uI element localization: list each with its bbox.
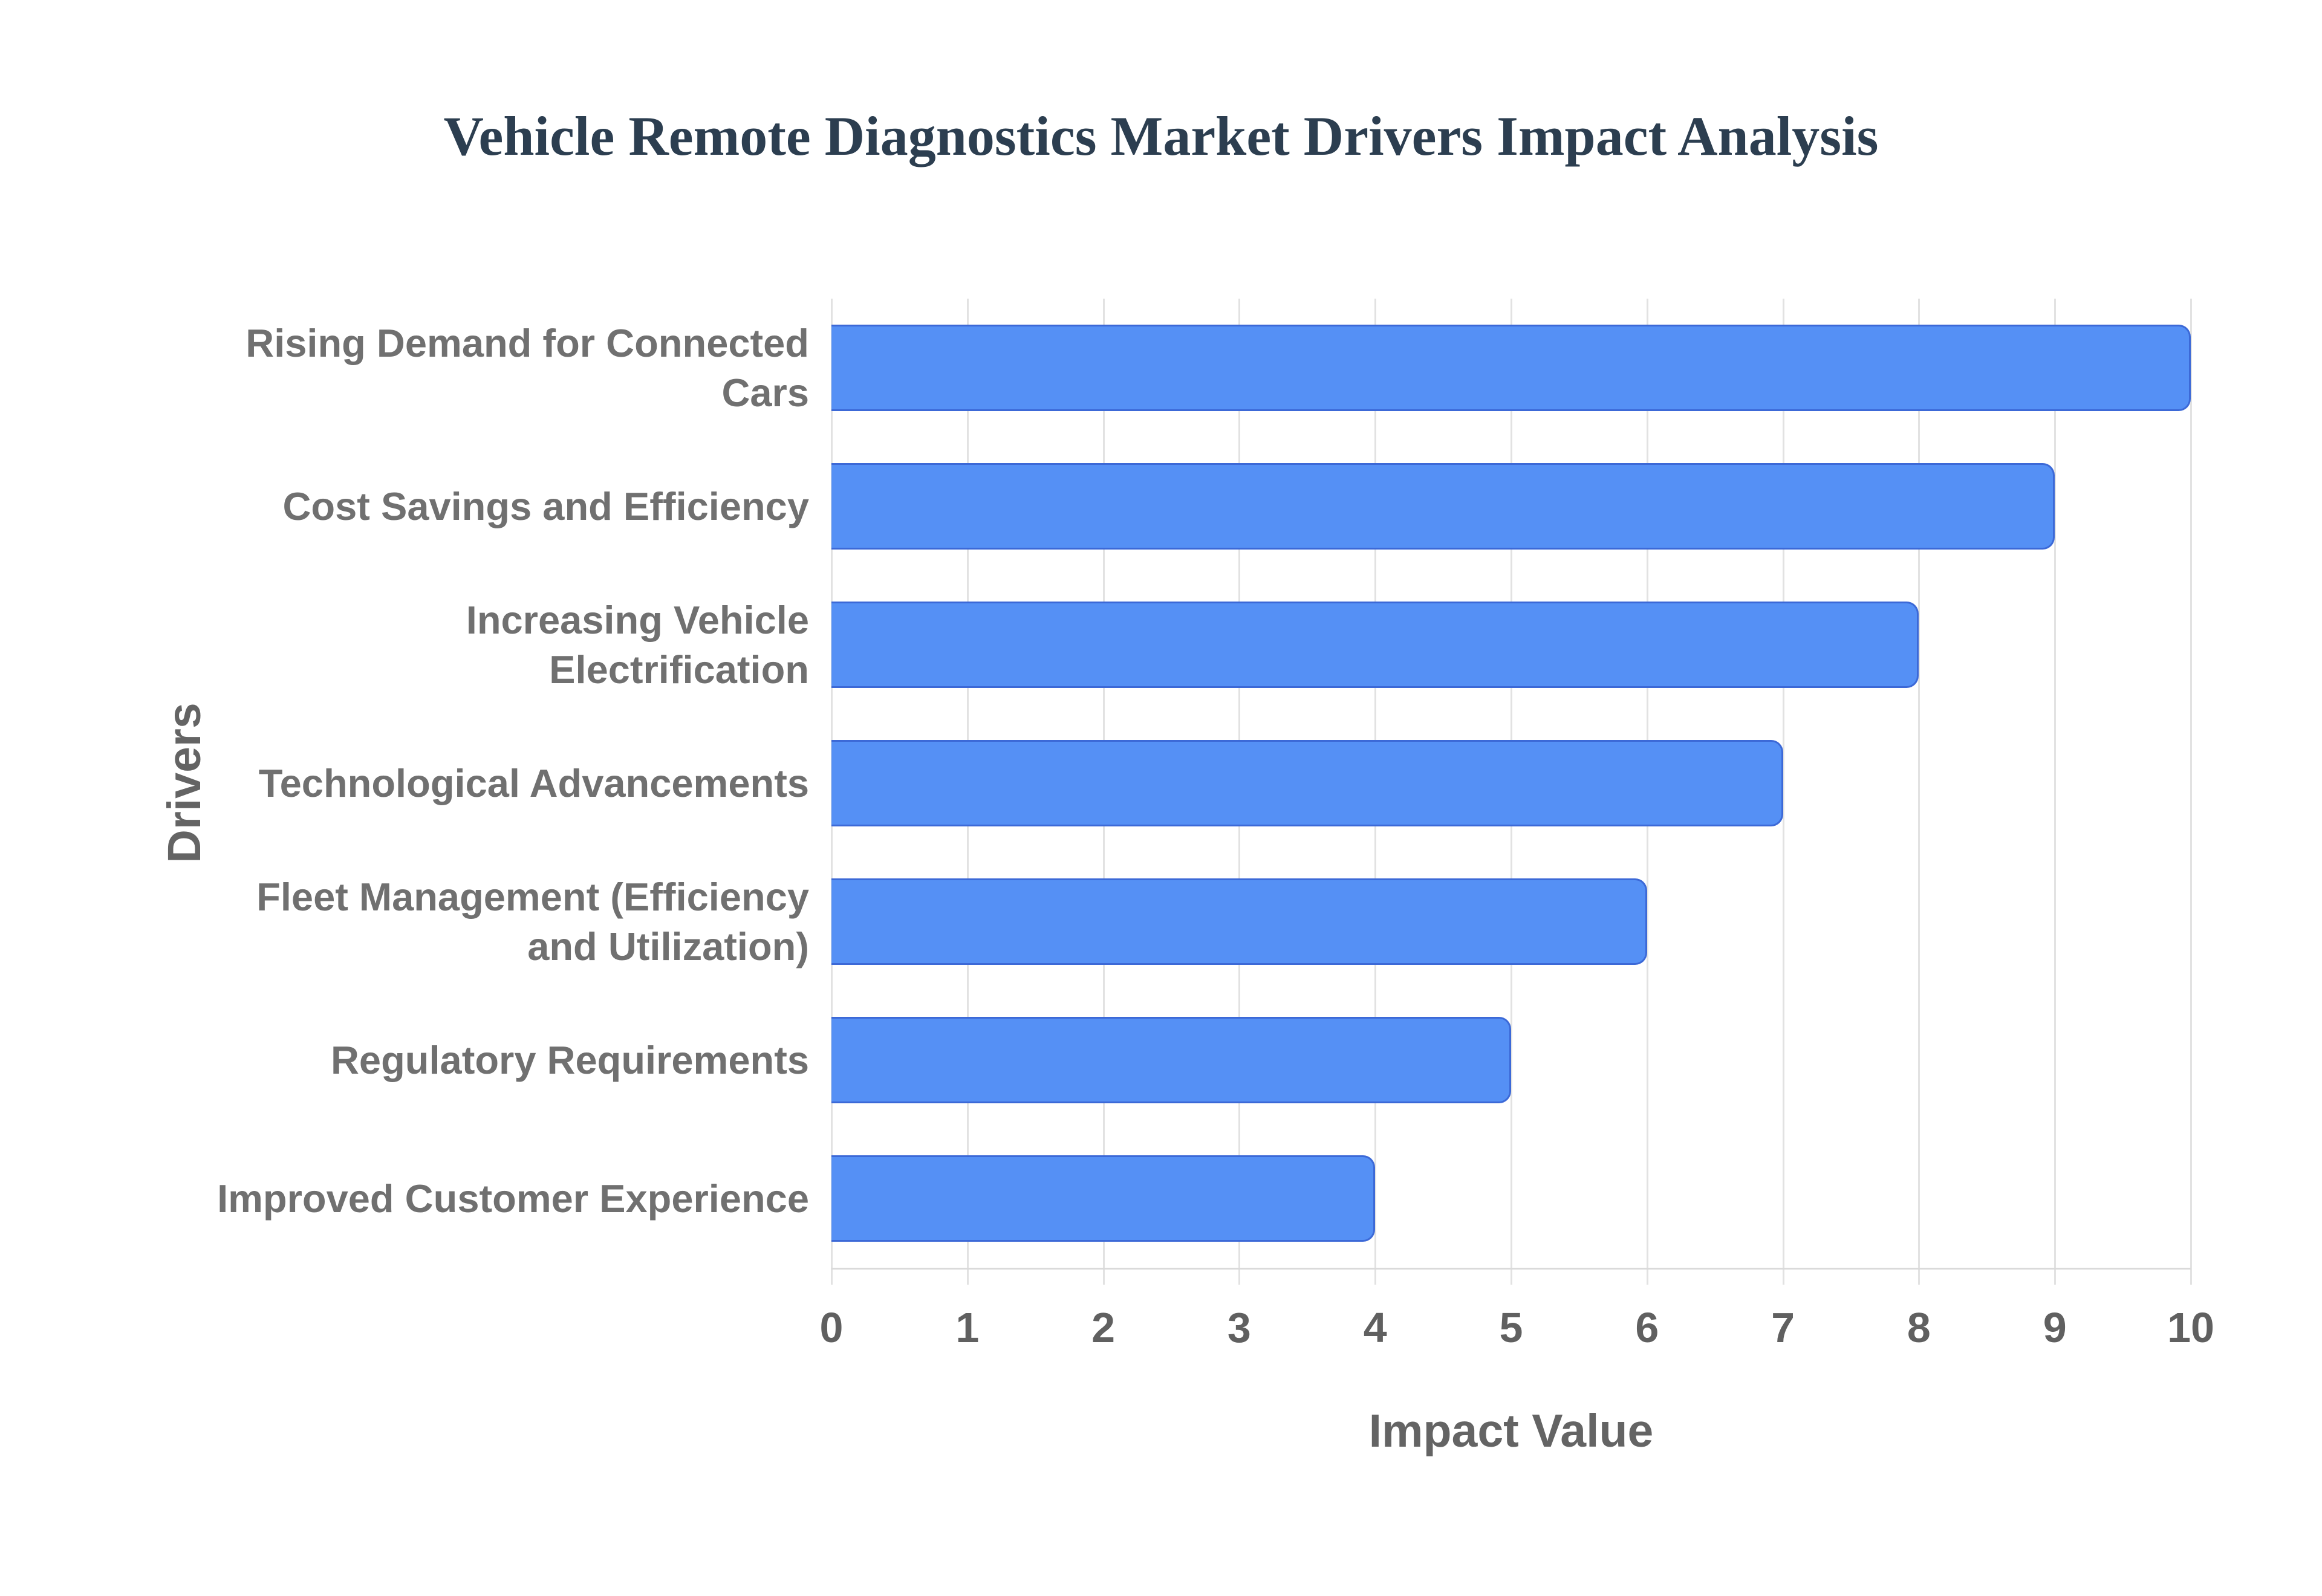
category-label-fleet-management-efficiency-and-utilization: Fleet Management (Efficiency and Utilizat… — [256, 872, 809, 972]
bar-fleet-management-efficiency-and-utilization — [831, 878, 1647, 965]
x-tick-label-3: 3 — [1227, 1304, 1251, 1351]
x-axis-line — [831, 1268, 2191, 1270]
x-axis-title: Impact Value — [1368, 1405, 1654, 1457]
category-label-line: Technological Advancements — [258, 761, 809, 805]
category-label-line: Improved Customer Experience — [217, 1176, 809, 1221]
x-tick-label-4: 4 — [1363, 1304, 1387, 1351]
x-tick-label-9: 9 — [2043, 1304, 2067, 1351]
category-label-rising-demand-for-connected-cars: Rising Demand for Connected Cars — [246, 319, 809, 418]
x-tick-label-6: 6 — [1635, 1304, 1659, 1351]
gridline-x-9 — [2054, 299, 2057, 1285]
x-tick-label-5: 5 — [1499, 1304, 1523, 1351]
bar-rising-demand-for-connected-cars — [831, 325, 2191, 411]
x-tick-label-7: 7 — [1771, 1304, 1795, 1351]
category-label-regulatory-requirements: Regulatory Requirements — [331, 1036, 809, 1085]
category-label-line: Cost Savings and Efficiency — [282, 484, 809, 528]
x-tick-label-1: 1 — [955, 1304, 980, 1351]
category-label-increasing-vehicle-electrification: Increasing Vehicle Electrification — [466, 595, 809, 695]
bar-improved-customer-experience — [831, 1155, 1376, 1242]
x-tick-label-0: 0 — [819, 1304, 844, 1351]
y-axis-title: Drivers — [158, 702, 210, 863]
category-label-cost-savings-and-efficiency: Cost Savings and Efficiency — [282, 482, 809, 531]
category-label-line: Electrification — [549, 647, 809, 692]
x-tick-label-8: 8 — [1907, 1304, 1931, 1351]
x-tick-label-10: 10 — [2167, 1304, 2214, 1351]
bar-regulatory-requirements — [831, 1017, 1511, 1103]
chart-title: Vehicle Remote Diagnostics Market Driver… — [443, 105, 1879, 167]
category-label-line: Regulatory Requirements — [330, 1037, 809, 1082]
gridline-x-7 — [1782, 299, 1784, 1285]
category-label-line: and Utilization) — [527, 924, 809, 968]
gridline-x-10 — [2190, 299, 2192, 1285]
category-label-line: Cars — [721, 370, 809, 415]
bar-technological-advancements — [831, 740, 1783, 826]
category-label-line: Increasing Vehicle — [466, 597, 809, 642]
category-label-line: Rising Demand for Connected — [246, 320, 809, 365]
category-label-improved-customer-experience: Improved Customer Experience — [217, 1174, 809, 1224]
x-tick-label-2: 2 — [1091, 1304, 1116, 1351]
category-label-technological-advancements: Technological Advancements — [259, 759, 809, 808]
bar-increasing-vehicle-electrification — [831, 602, 1919, 688]
bar-cost-savings-and-efficiency — [831, 463, 2055, 550]
category-label-line: Fleet Management (Efficiency — [256, 874, 809, 919]
gridline-x-8 — [1918, 299, 1920, 1285]
